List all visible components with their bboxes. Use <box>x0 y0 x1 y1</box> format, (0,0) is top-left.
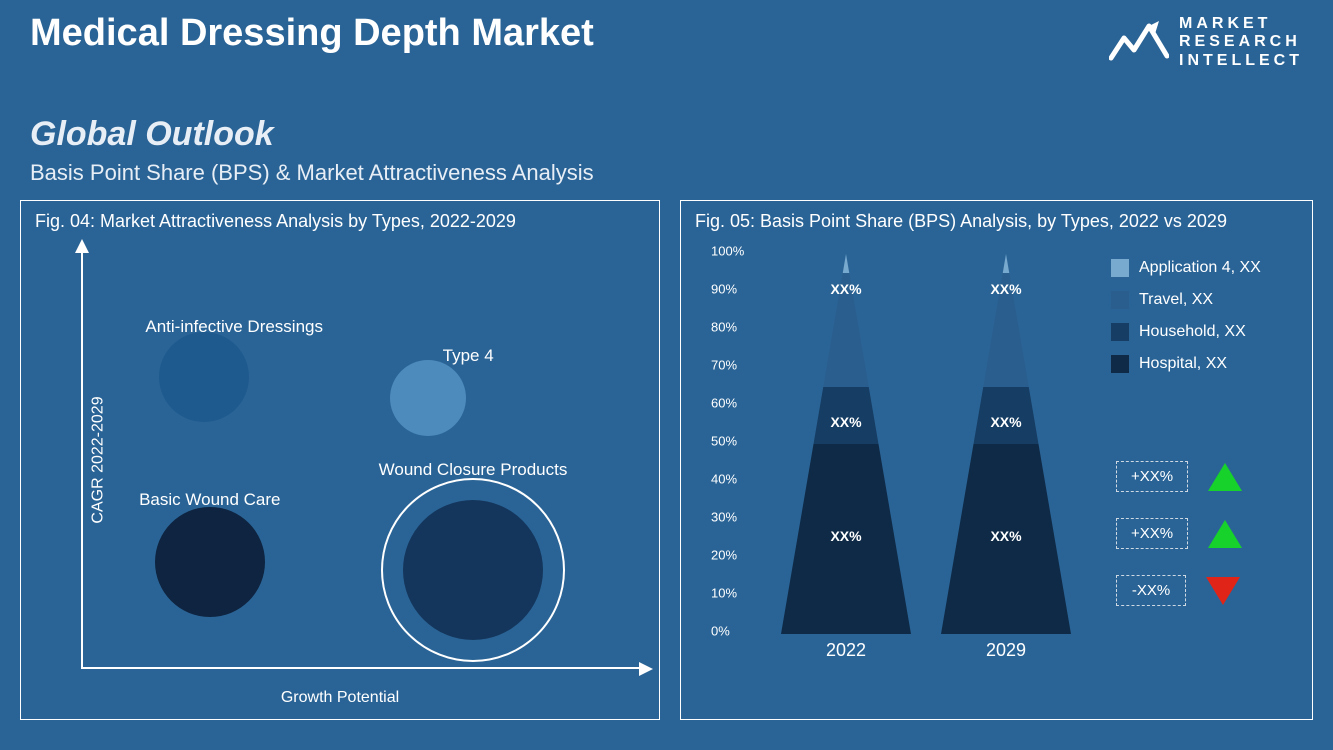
fig05-title: Fig. 05: Basis Point Share (BPS) Analysi… <box>681 201 1312 240</box>
bubble <box>159 332 249 422</box>
logo-mark-icon <box>1109 18 1169 68</box>
delta-indicators: +XX% +XX% -XX% <box>1116 461 1282 632</box>
bubble-label: Basic Wound Care <box>100 490 320 510</box>
fig04-title: Fig. 04: Market Attractiveness Analysis … <box>21 201 659 240</box>
cone: XX% XX% XX% 2022 <box>781 254 911 661</box>
legend-swatch-icon <box>1111 259 1129 277</box>
triangle-up-icon <box>1208 463 1242 491</box>
legend-label: Application 4, XX <box>1139 259 1261 277</box>
cone-category-label: 2022 <box>781 640 911 661</box>
cone-chart: 0%10%20%30%40%50%60%70%80%90%100%XX%XX%X… <box>711 251 1091 691</box>
y-tick: 40% <box>711 472 737 487</box>
bubble <box>403 500 543 640</box>
bubble <box>155 507 265 617</box>
triangle-down-icon <box>1206 577 1240 605</box>
legend-label: Travel, XX <box>1139 291 1213 309</box>
section-heading: Global Outlook <box>30 115 274 154</box>
segment-value: XX% <box>990 528 1021 544</box>
delta-badge: +XX% <box>1116 518 1188 549</box>
bubble-label: Wound Closure Products <box>363 460 583 480</box>
bubble-label: Anti-infective Dressings <box>124 317 344 337</box>
y-tick: 60% <box>711 396 737 411</box>
segment-value: XX% <box>830 281 861 297</box>
section-subtitle: Basis Point Share (BPS) & Market Attract… <box>30 160 594 186</box>
legend-swatch-icon <box>1111 323 1129 341</box>
y-tick: 90% <box>711 282 737 297</box>
x-axis-label: Growth Potential <box>21 689 659 707</box>
y-tick: 70% <box>711 358 737 373</box>
y-tick: 50% <box>711 434 737 449</box>
y-tick: 80% <box>711 320 737 335</box>
bubble-plot: Anti-infective Dressings Type 4 Basic Woun… <box>81 251 639 669</box>
legend-item: Travel, XX <box>1111 291 1292 309</box>
y-tick: 100% <box>711 244 744 259</box>
fig05-panel: Fig. 05: Basis Point Share (BPS) Analysi… <box>680 200 1313 720</box>
legend-swatch-icon <box>1111 291 1129 309</box>
legend-label: Household, XX <box>1139 323 1246 341</box>
delta-row: +XX% <box>1116 461 1282 492</box>
delta-badge: -XX% <box>1116 575 1186 606</box>
logo-line: MARKET <box>1179 15 1303 33</box>
fig04-panel: Fig. 04: Market Attractiveness Analysis … <box>20 200 660 720</box>
legend-item: Application 4, XX <box>1111 259 1292 277</box>
triangle-up-icon <box>1208 520 1242 548</box>
y-tick: 10% <box>711 586 737 601</box>
bubble-label: Type 4 <box>358 346 578 366</box>
cone-category-label: 2029 <box>941 640 1071 661</box>
segment-value: XX% <box>990 414 1021 430</box>
legend-label: Hospital, XX <box>1139 355 1227 373</box>
bubble <box>390 360 466 436</box>
y-tick: 0% <box>711 624 730 639</box>
legend: Application 4, XX Travel, XX Household, XX… <box>1111 259 1292 387</box>
legend-swatch-icon <box>1111 355 1129 373</box>
logo-line: INTELLECT <box>1179 52 1303 70</box>
legend-item: Household, XX <box>1111 323 1292 341</box>
delta-badge: +XX% <box>1116 461 1188 492</box>
segment-value: XX% <box>830 528 861 544</box>
segment-value: XX% <box>990 281 1021 297</box>
legend-item: Hospital, XX <box>1111 355 1292 373</box>
logo-text: MARKET RESEARCH INTELLECT <box>1179 15 1303 70</box>
page-title: Medical Dressing Depth Market <box>30 12 594 55</box>
y-tick: 30% <box>711 510 737 525</box>
cone: XX% XX% XX% 2029 <box>941 254 1071 661</box>
y-tick: 20% <box>711 548 737 563</box>
delta-row: +XX% <box>1116 518 1282 549</box>
segment-value: XX% <box>830 414 861 430</box>
delta-row: -XX% <box>1116 575 1282 606</box>
logo-line: RESEARCH <box>1179 33 1303 51</box>
arrow-right-icon <box>639 662 653 676</box>
brand-logo: MARKET RESEARCH INTELLECT <box>1109 15 1303 70</box>
